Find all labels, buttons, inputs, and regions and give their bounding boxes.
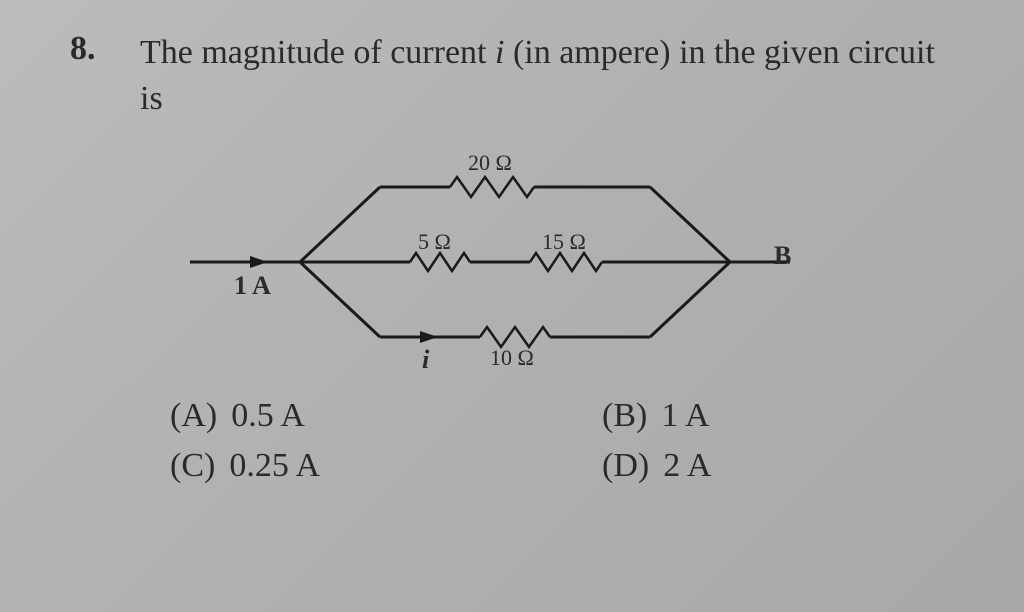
input-current-label: 1 A bbox=[234, 271, 271, 301]
question-number: 8. bbox=[70, 30, 110, 68]
current-i-label: i bbox=[422, 345, 429, 375]
option-b: (B) 1 A bbox=[602, 397, 954, 435]
option-c: (C) 0.25 A bbox=[170, 447, 522, 485]
circuit-diagram: 20 Ω 5 Ω 15 Ω 10 Ω 1 A i B bbox=[190, 147, 810, 377]
resistor-label-top: 20 Ω bbox=[468, 150, 512, 176]
resistor-label-mid-right: 15 Ω bbox=[542, 229, 586, 255]
option-c-letter: (C) bbox=[170, 447, 215, 485]
node-b-label: B bbox=[774, 241, 791, 271]
option-a-value: 0.5 A bbox=[231, 397, 305, 435]
option-d: (D) 2 A bbox=[602, 447, 954, 485]
option-d-value: 2 A bbox=[663, 447, 711, 485]
question-text-part1: The magnitude of current bbox=[140, 34, 495, 71]
page-container: 8. The magnitude of current i (in ampere… bbox=[0, 0, 1024, 612]
circuit-svg bbox=[190, 147, 810, 377]
option-b-letter: (B) bbox=[602, 397, 647, 435]
question-row: 8. The magnitude of current i (in ampere… bbox=[70, 30, 954, 122]
option-b-value: 1 A bbox=[661, 397, 709, 435]
option-d-letter: (D) bbox=[602, 447, 649, 485]
option-a-letter: (A) bbox=[170, 397, 217, 435]
options-grid: (A) 0.5 A (B) 1 A (C) 0.25 A (D) 2 A bbox=[170, 397, 954, 485]
question-text: The magnitude of current i (in ampere) i… bbox=[140, 30, 954, 122]
resistor-label-bottom: 10 Ω bbox=[490, 345, 534, 371]
option-c-value: 0.25 A bbox=[229, 447, 320, 485]
option-a: (A) 0.5 A bbox=[170, 397, 522, 435]
resistor-label-mid-left: 5 Ω bbox=[418, 229, 451, 255]
